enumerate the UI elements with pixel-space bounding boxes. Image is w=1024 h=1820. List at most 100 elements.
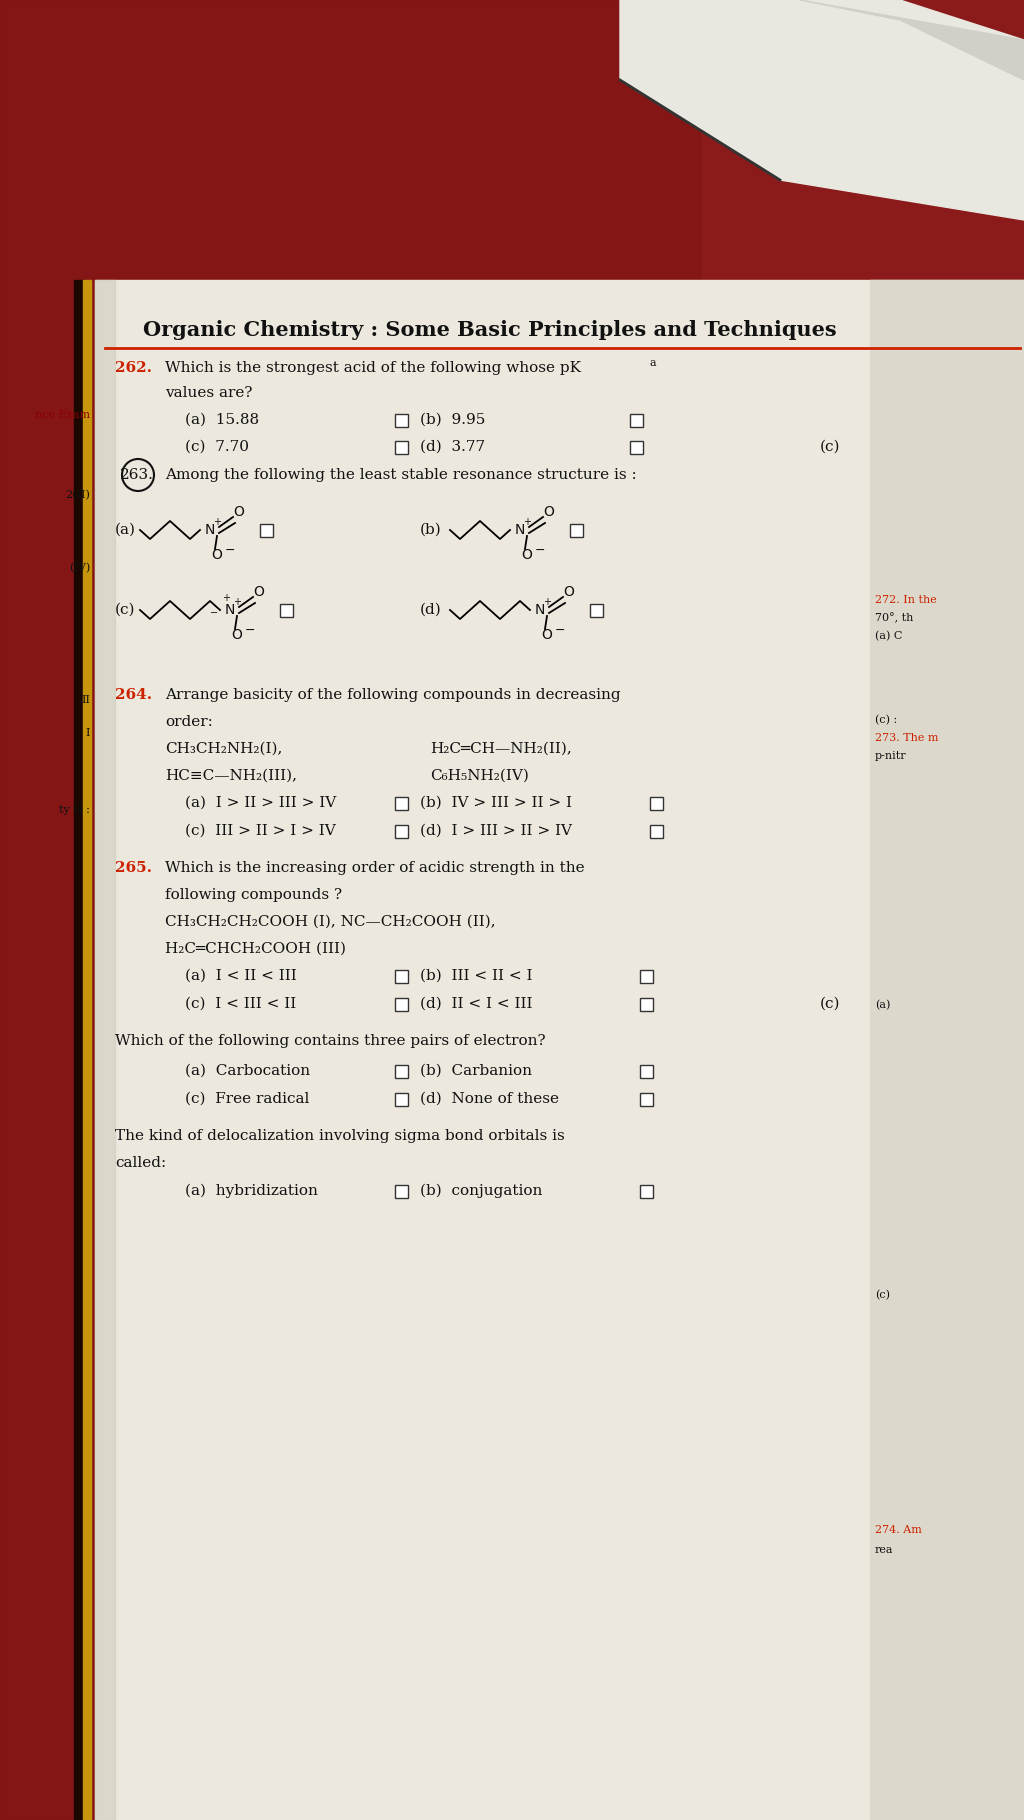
Text: (d)  None of these: (d) None of these xyxy=(420,1092,559,1107)
Bar xyxy=(260,524,273,537)
Text: a: a xyxy=(650,359,656,368)
Text: rea: rea xyxy=(874,1545,894,1554)
Text: N: N xyxy=(205,522,215,537)
Text: N: N xyxy=(225,602,236,617)
Text: (d)  II < I < III: (d) II < I < III xyxy=(420,997,532,1010)
Bar xyxy=(95,280,115,1820)
Text: nce Exam: nce Exam xyxy=(35,410,90,420)
Text: Which is the increasing order of acidic strength in the: Which is the increasing order of acidic … xyxy=(165,861,585,875)
Text: (a)  I > II > III > IV: (a) I > II > III > IV xyxy=(185,795,336,810)
Bar xyxy=(83,280,91,1820)
Text: +: + xyxy=(543,597,551,608)
Text: −: − xyxy=(210,608,218,619)
Text: O: O xyxy=(253,584,264,599)
Text: O: O xyxy=(563,584,573,599)
Text: (c)  Free radical: (c) Free radical xyxy=(185,1092,309,1107)
Bar xyxy=(590,604,603,617)
Text: C₆H₅NH₂(IV): C₆H₅NH₂(IV) xyxy=(430,770,528,783)
Bar xyxy=(640,1185,653,1198)
Text: HC≡C—NH₂(III),: HC≡C—NH₂(III), xyxy=(165,770,297,783)
Text: 263.: 263. xyxy=(120,468,154,482)
Bar xyxy=(395,1094,408,1107)
Text: +: + xyxy=(213,517,221,528)
Bar xyxy=(650,797,663,810)
Text: (a)  Carbocation: (a) Carbocation xyxy=(185,1065,310,1077)
Text: −: − xyxy=(245,624,256,637)
Text: O: O xyxy=(233,504,244,519)
Text: 265.: 265. xyxy=(115,861,152,875)
Text: N: N xyxy=(535,602,546,617)
Text: O: O xyxy=(211,548,222,562)
Bar xyxy=(640,1065,653,1077)
Text: (c): (c) xyxy=(115,602,135,617)
Bar xyxy=(395,1065,408,1077)
Text: −: − xyxy=(225,544,236,557)
Text: I: I xyxy=(85,728,90,737)
Text: O: O xyxy=(231,628,242,642)
Text: H₂C═CHCH₂COOH (III): H₂C═CHCH₂COOH (III) xyxy=(165,943,346,956)
Text: (c): (c) xyxy=(820,997,841,1010)
Text: 264.: 264. xyxy=(115,688,153,703)
Text: (c) :: (c) : xyxy=(874,715,897,724)
Text: (a): (a) xyxy=(115,522,136,537)
Text: (b): (b) xyxy=(420,522,441,537)
Text: (c)  I < III < II: (c) I < III < II xyxy=(185,997,296,1010)
Text: (a)  I < II < III: (a) I < II < III xyxy=(185,968,297,983)
Text: 70°, th: 70°, th xyxy=(874,613,913,622)
Text: 273. The m: 273. The m xyxy=(874,733,939,743)
Bar xyxy=(280,604,293,617)
Bar xyxy=(395,970,408,983)
Text: (a) C: (a) C xyxy=(874,632,902,641)
Text: (b)  IV > III > II > I: (b) IV > III > II > I xyxy=(420,795,572,810)
Text: +: + xyxy=(233,597,241,608)
Circle shape xyxy=(122,459,154,491)
Polygon shape xyxy=(800,0,1024,80)
Text: Which is the strongest acid of the following whose pK: Which is the strongest acid of the follo… xyxy=(165,360,581,375)
Text: (c): (c) xyxy=(820,440,841,453)
Text: (d)  I > III > II > IV: (d) I > III > II > IV xyxy=(420,824,572,837)
Text: +: + xyxy=(222,593,230,602)
Text: (b)  Carbanion: (b) Carbanion xyxy=(420,1065,532,1077)
Bar xyxy=(0,0,700,1820)
Text: Arrange basicity of the following compounds in decreasing: Arrange basicity of the following compou… xyxy=(165,688,621,703)
Bar xyxy=(395,797,408,810)
Text: H₂C═CH—NH₂(II),: H₂C═CH—NH₂(II), xyxy=(430,743,571,755)
Bar xyxy=(640,997,653,1010)
Text: N: N xyxy=(515,522,525,537)
Text: (b)  III < II < I: (b) III < II < I xyxy=(420,968,532,983)
Text: −: − xyxy=(535,544,546,557)
Bar xyxy=(640,1094,653,1107)
Text: II: II xyxy=(81,695,90,704)
Text: (a): (a) xyxy=(874,999,891,1010)
Text: (d): (d) xyxy=(420,602,441,617)
Text: (a)  15.88: (a) 15.88 xyxy=(185,413,259,428)
Text: (c): (c) xyxy=(874,1290,890,1299)
Bar xyxy=(395,1185,408,1198)
Text: 272. In the: 272. In the xyxy=(874,595,937,604)
Text: −: − xyxy=(555,624,565,637)
Text: Among the following the least stable resonance structure is :: Among the following the least stable res… xyxy=(165,468,637,482)
Text: 274. Am: 274. Am xyxy=(874,1525,922,1534)
Bar xyxy=(570,524,583,537)
Text: O: O xyxy=(541,628,552,642)
Bar xyxy=(640,970,653,983)
Bar xyxy=(74,280,86,1820)
Bar xyxy=(95,280,1024,1820)
Text: CH₃CH₂CH₂COOH (I), NC—CH₂COOH (II),: CH₃CH₂CH₂COOH (I), NC—CH₂COOH (II), xyxy=(165,915,496,928)
Bar xyxy=(395,824,408,837)
Text: (c)  7.70: (c) 7.70 xyxy=(185,440,249,453)
Text: called:: called: xyxy=(115,1156,166,1170)
Text: The kind of delocalization involving sigma bond orbitals is: The kind of delocalization involving sig… xyxy=(115,1128,565,1143)
Text: O: O xyxy=(521,548,531,562)
Bar xyxy=(650,824,663,837)
Bar xyxy=(870,280,1024,1820)
Bar xyxy=(630,440,643,453)
Text: (b)  conjugation: (b) conjugation xyxy=(420,1183,543,1198)
Text: 262.: 262. xyxy=(115,360,152,375)
Text: order:: order: xyxy=(165,715,213,730)
Text: ty is :: ty is : xyxy=(59,804,90,815)
Text: (a)  hybridization: (a) hybridization xyxy=(185,1183,317,1198)
Text: +: + xyxy=(523,517,531,528)
Bar xyxy=(630,413,643,428)
Text: Which of the following contains three pairs of electron?: Which of the following contains three pa… xyxy=(115,1034,546,1048)
